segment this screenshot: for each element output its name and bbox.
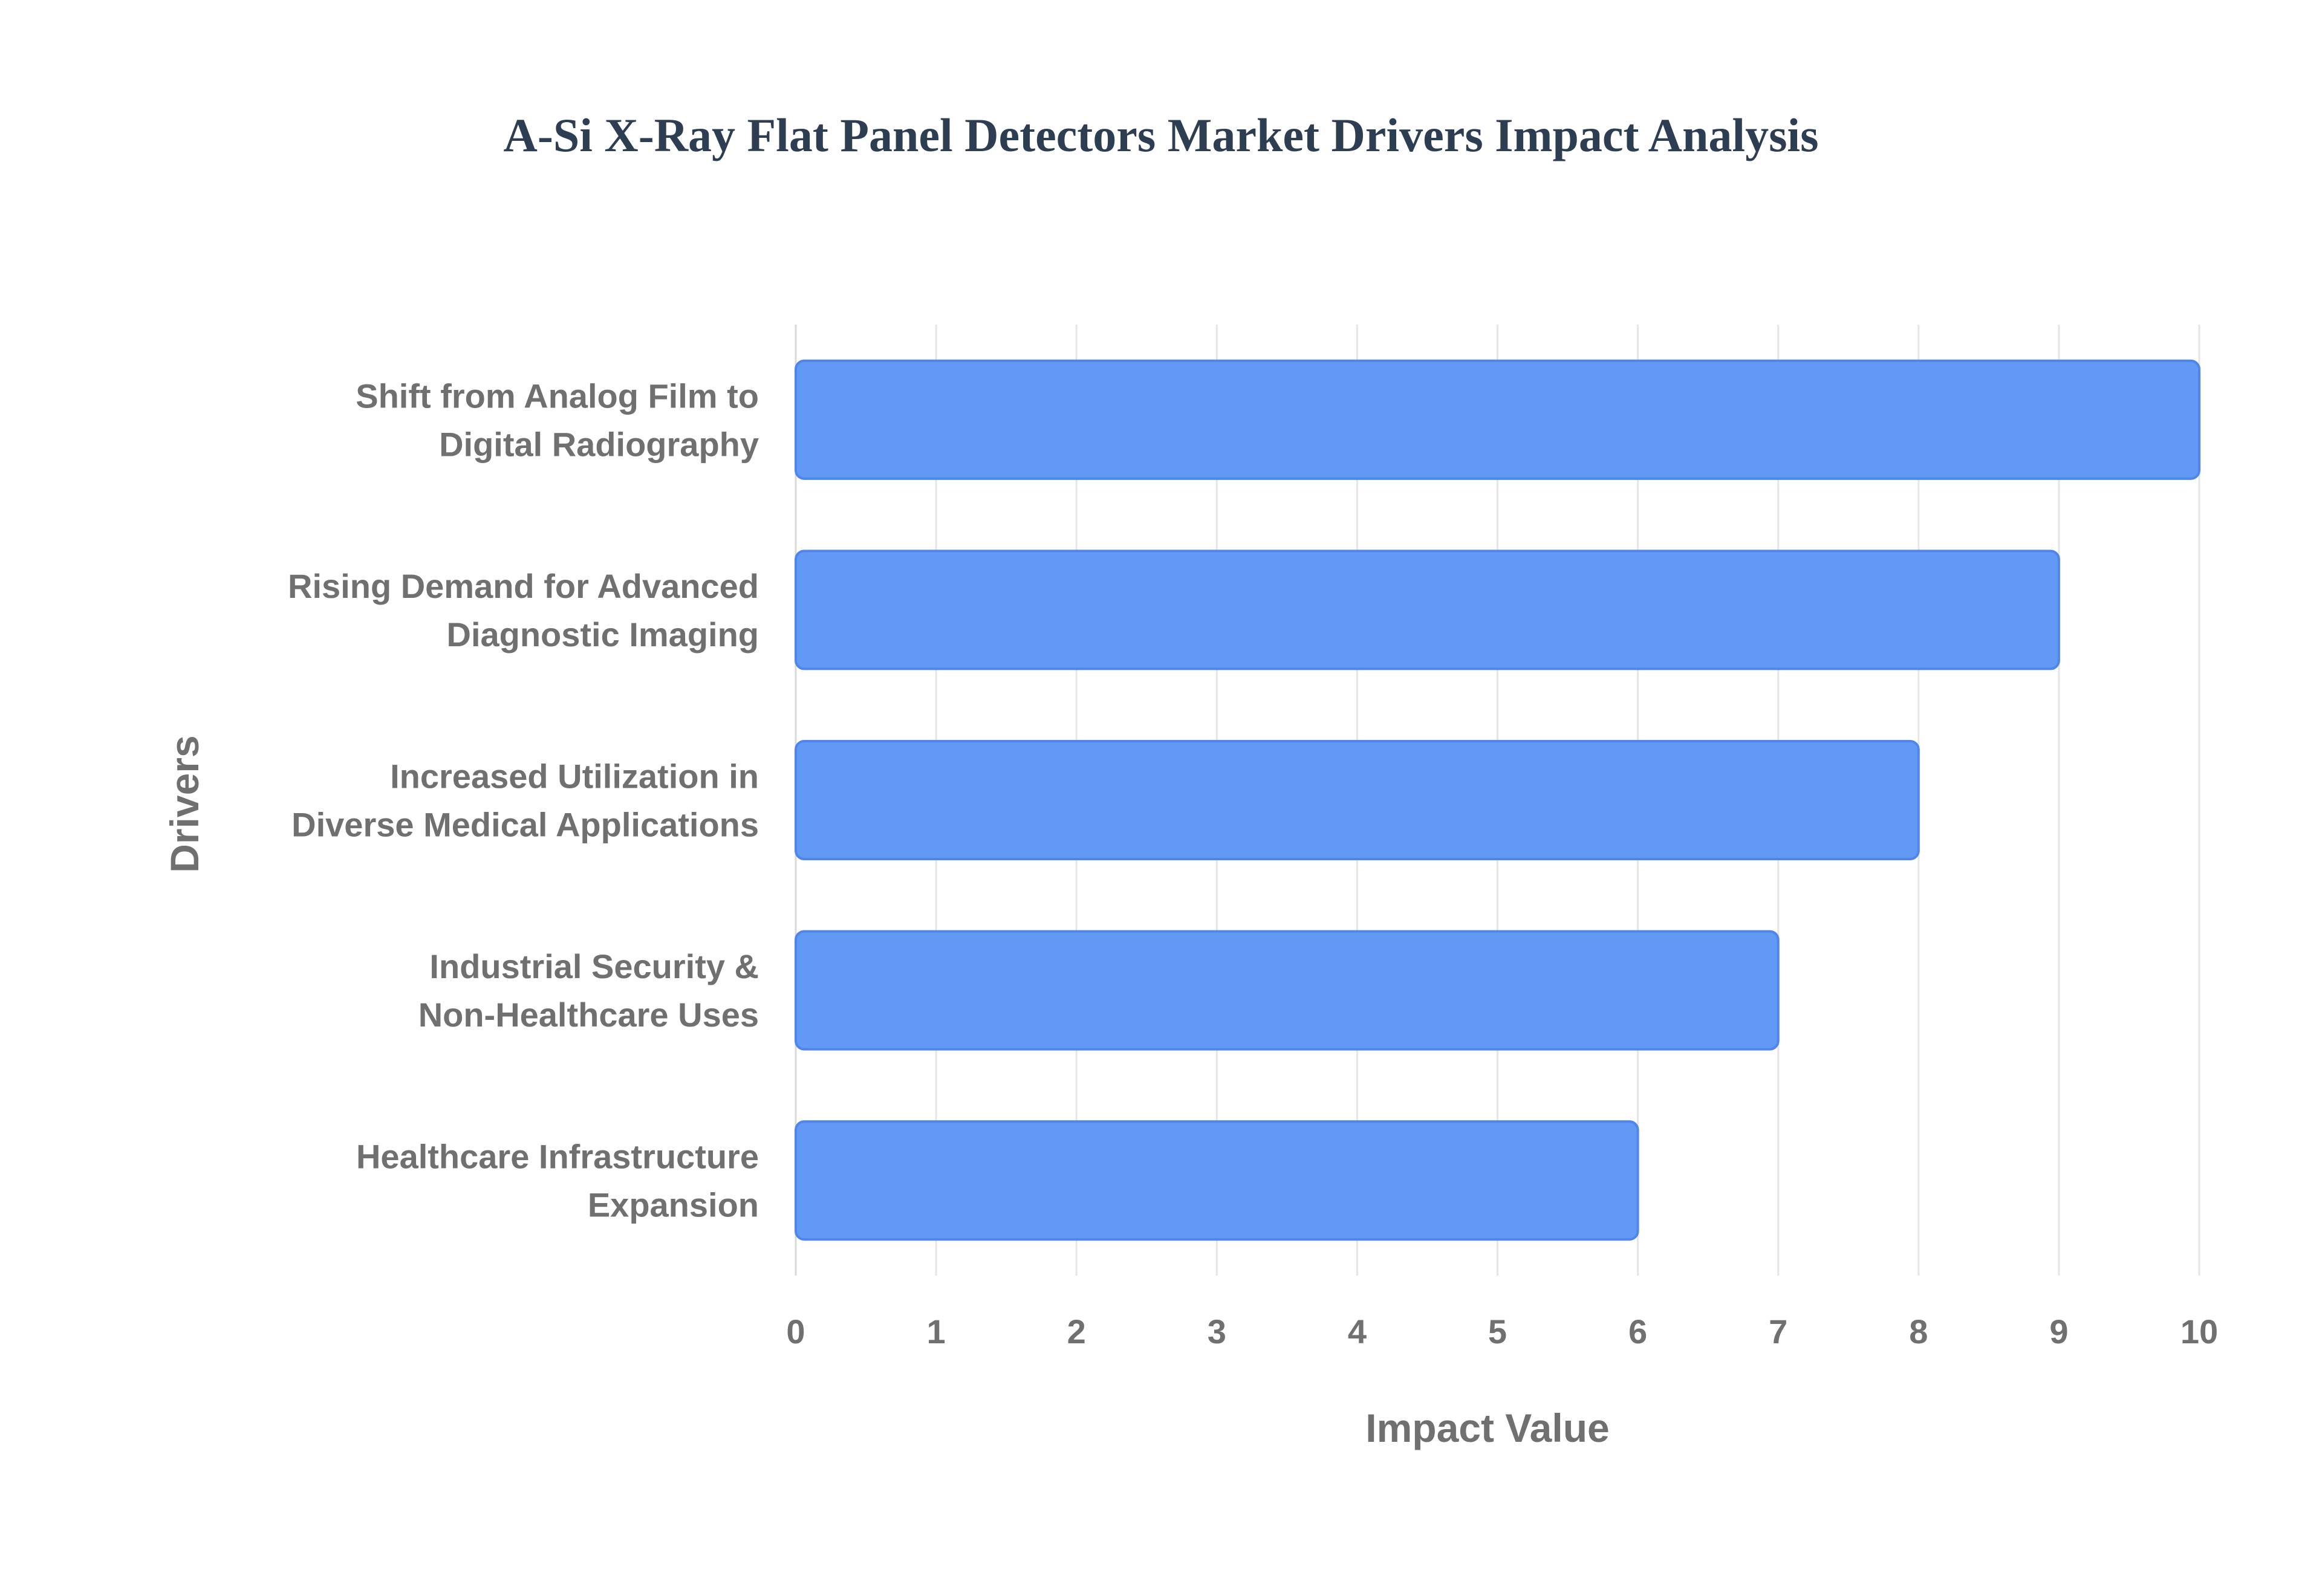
category-label-2: Increased Utilization in Diverse Medical …: [291, 757, 759, 844]
category-label-0: Shift from Analog Film to Digital Radiogr…: [356, 377, 759, 463]
x-tick-label-5: 5: [1488, 1312, 1507, 1351]
x-tick-label-10: 10: [2181, 1312, 2218, 1351]
category-label-3: Industrial Security & Non-Healthcare Uses: [418, 947, 759, 1034]
category-label-1: Rising Demand for Advanced Diagnostic Ima…: [288, 567, 759, 654]
bar-3: [795, 930, 1780, 1051]
y-axis-title: Drivers: [162, 735, 207, 873]
category-label-line: Industrial Security &: [429, 947, 759, 985]
category-label-line: Digital Radiography: [439, 425, 759, 463]
category-label-line: Diverse Medical Applications: [291, 806, 759, 844]
x-tick-label-9: 9: [2049, 1312, 2068, 1351]
category-label-line: Diagnostic Imaging: [447, 615, 759, 654]
category-label-line: Shift from Analog Film to: [356, 377, 759, 415]
bars: [795, 359, 2200, 1241]
chart-title: A-Si X-Ray Flat Panel Detectors Market D…: [504, 109, 1819, 161]
x-tick-label-1: 1: [927, 1312, 946, 1351]
category-label-line: Healthcare Infrastructure: [356, 1138, 759, 1176]
x-tick-label-6: 6: [1628, 1312, 1647, 1351]
category-labels: Shift from Analog Film to Digital Radiogr…: [288, 377, 759, 1224]
category-label-line: Increased Utilization in: [390, 757, 759, 796]
bar-4: [795, 1120, 1639, 1241]
category-label-line: Expansion: [588, 1186, 759, 1224]
x-tick-label-2: 2: [1067, 1312, 1086, 1351]
x-tick-label-3: 3: [1208, 1312, 1226, 1351]
bar-1: [795, 550, 2060, 670]
x-tick-label-8: 8: [1909, 1312, 1928, 1351]
category-label-line: Non-Healthcare Uses: [418, 996, 759, 1034]
x-tick-labels: 0 1 2 3 4 5 6 7 8 9 10: [786, 1312, 2218, 1351]
x-tick-label-7: 7: [1769, 1312, 1787, 1351]
bar-0: [795, 359, 2200, 480]
x-tick-label-0: 0: [786, 1312, 805, 1351]
x-axis-title: Impact Value: [1365, 1406, 1610, 1450]
category-label-line: Rising Demand for Advanced: [288, 567, 759, 605]
x-tick-label-4: 4: [1348, 1312, 1367, 1351]
category-label-4: Healthcare Infrastructure Expansion: [356, 1138, 759, 1224]
bar-2: [795, 739, 1920, 861]
